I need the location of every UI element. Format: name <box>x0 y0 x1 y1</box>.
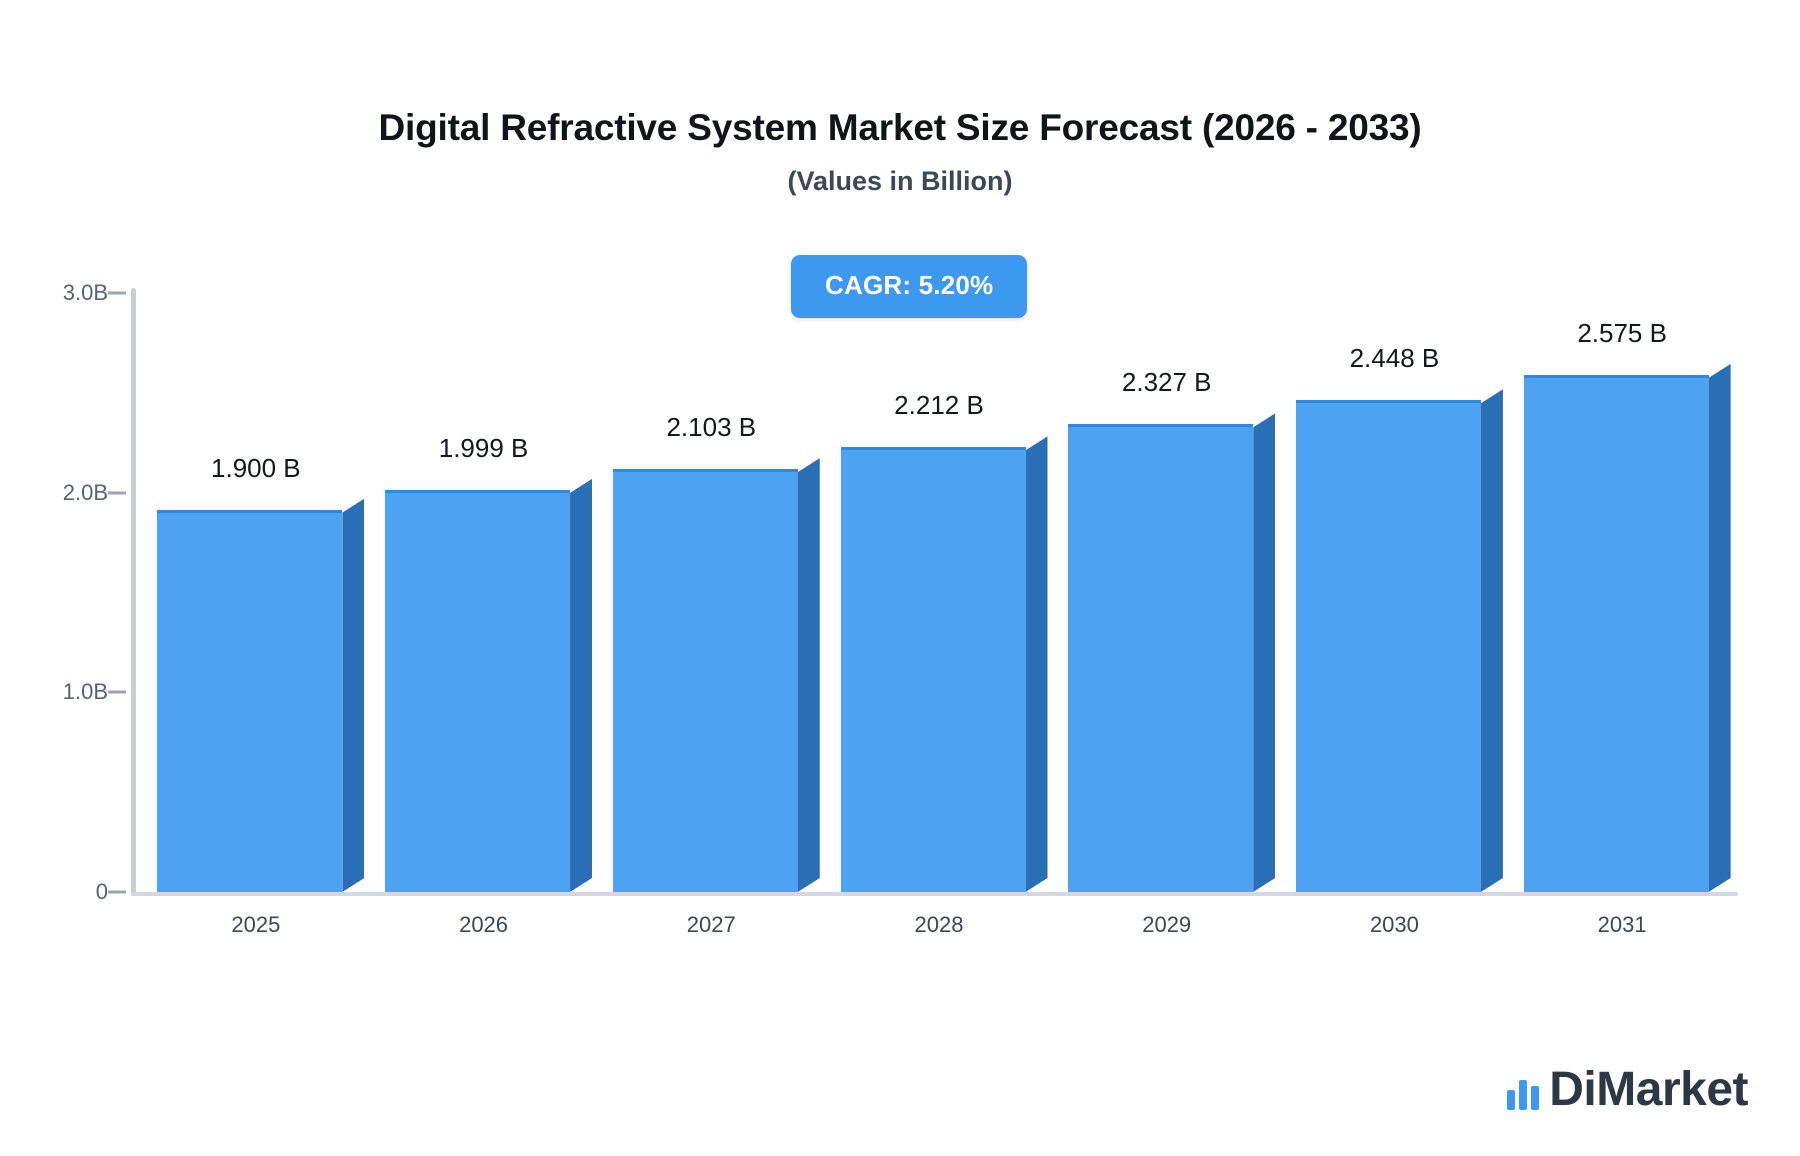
chart-subtitle: (Values in Billion) <box>787 165 1013 196</box>
x-axis-line <box>131 892 1738 896</box>
bar-2031[interactable] <box>1523 374 1709 892</box>
bar-value-label: 1.900 B <box>211 452 301 483</box>
y-tick-label: 0 <box>95 879 108 904</box>
bar-side-face <box>1026 436 1048 892</box>
bar-2030[interactable] <box>1295 400 1481 892</box>
x-tick-label-2027: 2027 <box>686 912 736 937</box>
x-tick-label-2029: 2029 <box>1142 912 1192 937</box>
bar-2029[interactable] <box>1068 427 1253 892</box>
bar-side-face <box>1253 413 1275 892</box>
x-tick-label-2031: 2031 <box>1597 912 1647 937</box>
bar-side-face <box>342 499 364 892</box>
bar-value-label: 2.575 B <box>1577 317 1667 348</box>
bar-chart-logo-icon <box>1507 1070 1540 1110</box>
page-title: Digital Refractive System Market Size Fo… <box>378 107 1422 148</box>
bar-front-face <box>385 489 571 892</box>
bar-front-face <box>1295 400 1481 892</box>
brand-logo: DiMarket <box>1507 1066 1748 1114</box>
bar-2028[interactable] <box>840 447 1026 892</box>
y-tick-mark <box>108 690 126 694</box>
y-tick-mark <box>108 291 126 295</box>
bar-2025[interactable] <box>157 513 342 892</box>
y-tick-label: 3.0B <box>62 280 108 305</box>
bar-value-label: 2.212 B <box>894 390 984 421</box>
bar-front-face <box>612 469 798 892</box>
bar-value-label: 2.327 B <box>1121 367 1212 398</box>
bar-value-label: 1.999 B <box>438 432 529 463</box>
y-axis-line <box>131 288 136 895</box>
bar-side-face <box>798 458 820 892</box>
y-tick-label: 1.0B <box>62 679 108 705</box>
bar-front-face <box>1523 374 1709 892</box>
brand-name: DiMarket <box>1549 1063 1748 1116</box>
bar-side-face <box>570 479 592 892</box>
x-tick-label-2030: 2030 <box>1369 912 1419 937</box>
bar-side-face <box>1481 389 1503 892</box>
bar-front-face <box>1068 424 1254 892</box>
bar-value-label: 2.448 B <box>1349 343 1440 374</box>
x-tick-label-2026: 2026 <box>459 912 509 937</box>
bar-2026[interactable] <box>385 493 570 892</box>
x-tick-label-2025: 2025 <box>231 912 281 937</box>
bar-front-face <box>840 447 1026 892</box>
bar-2027[interactable] <box>612 469 798 892</box>
bar-value-label: 2.103 B <box>666 412 757 443</box>
x-tick-label-2028: 2028 <box>914 912 964 937</box>
y-tick-mark <box>108 491 126 495</box>
y-tick-label: 2.0B <box>62 479 108 505</box>
bar-side-face <box>1709 364 1731 892</box>
cagr-badge: CAGR: 5.20% <box>791 255 1028 318</box>
y-tick-mark <box>108 890 126 894</box>
bar-front-face <box>157 509 343 892</box>
chart-header: Digital Refractive System Market Size Fo… <box>0 0 1800 196</box>
